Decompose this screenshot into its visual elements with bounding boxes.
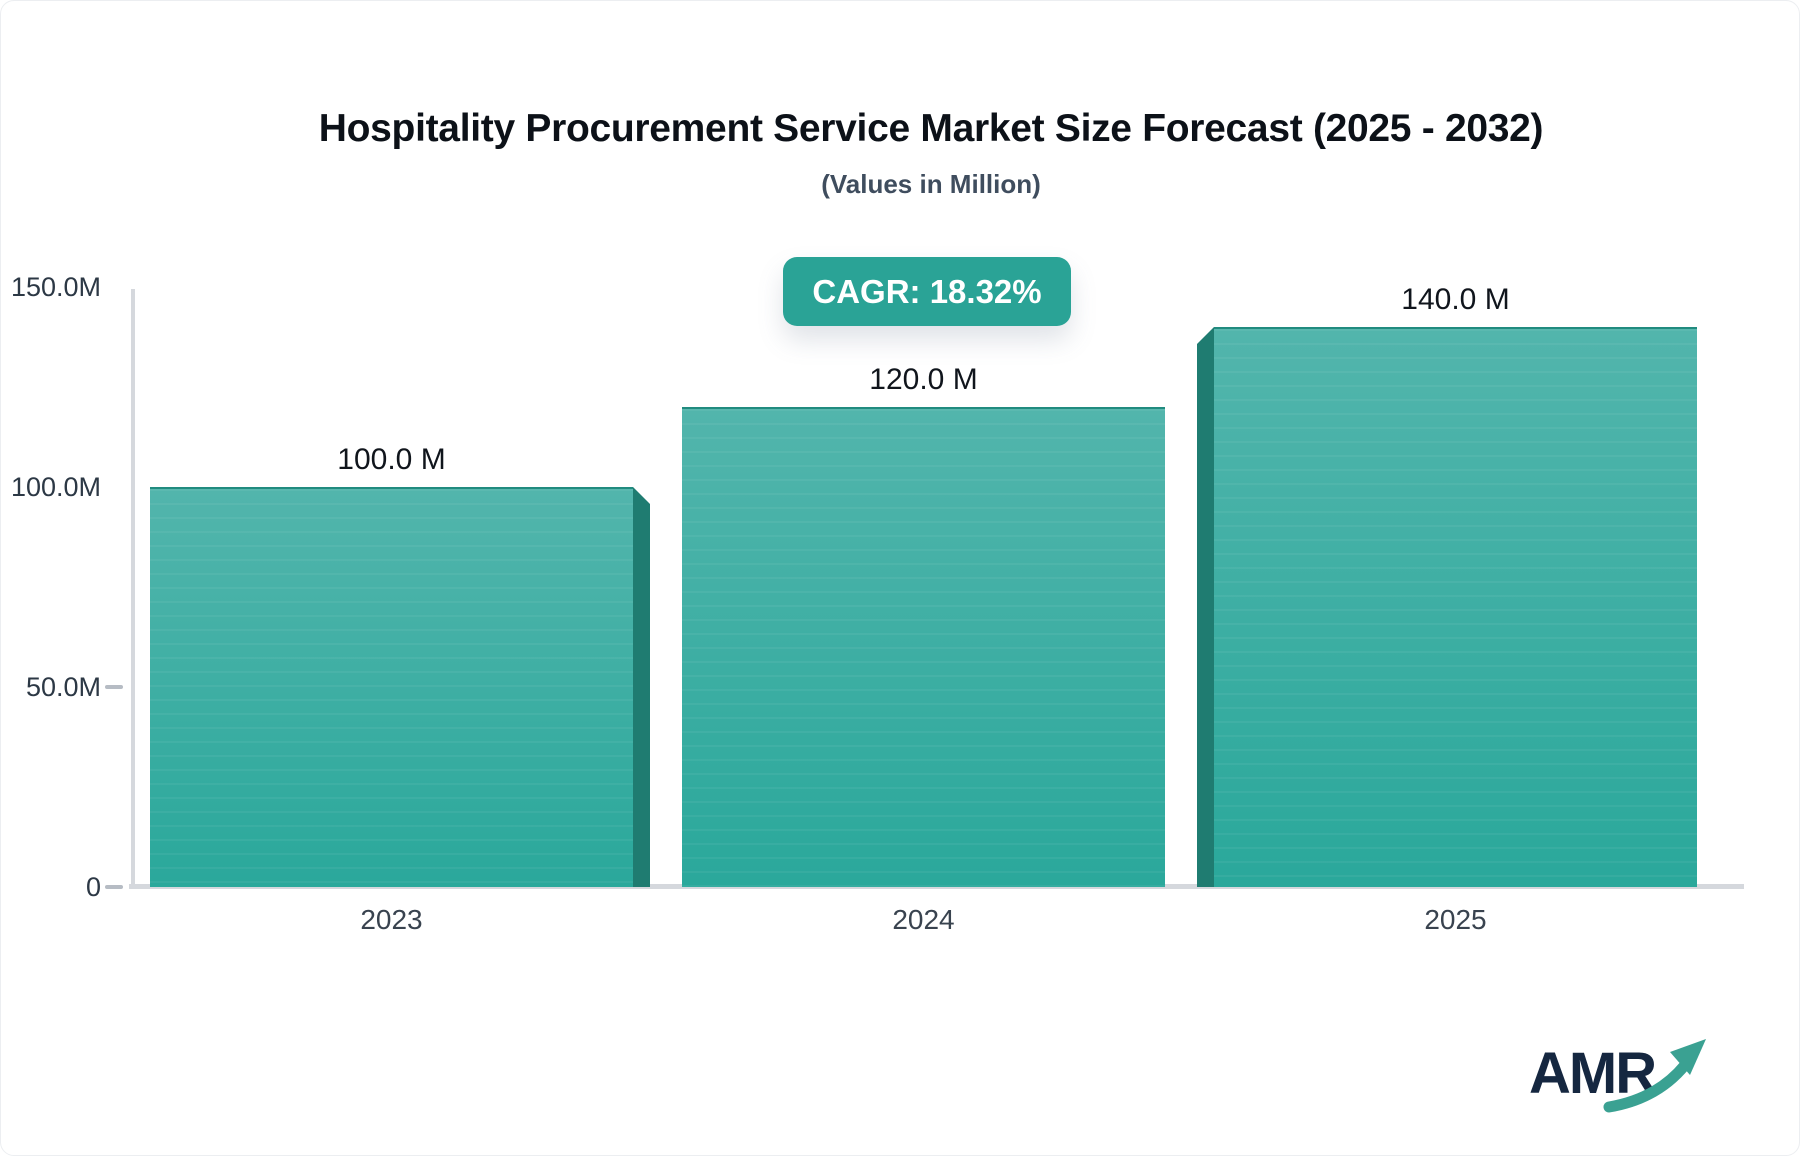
x-axis-label-2024: 2024 [892,904,955,935]
y-axis-tick-label-50.0M: 50.0M [25,672,101,702]
bar-value-label-2024: 120.0 M [869,363,978,396]
y-axis-tick-label-0: 0 [85,872,101,902]
bar-3d-side-2023 [633,487,650,887]
bar-3d-side-2025 [1197,327,1214,887]
y-axis-tick-label-100.0M: 100.0M [10,472,101,502]
chart-title: Hospitality Procurement Service Market S… [318,107,1544,150]
y-axis-line [131,289,135,889]
x-axis-label-2025: 2025 [1424,904,1487,935]
x-axis-label-2023: 2023 [360,904,423,935]
amr-logo-graphic: AMR [1529,1039,1706,1113]
bar-value-label-2025: 140.0 M [1401,283,1510,316]
bar-2024[interactable] [682,407,1165,887]
y-axis-tick-label-150.0M: 150.0M [10,272,101,302]
bar-value-label-2023: 100.0 M [337,443,446,476]
cagr-badge: CAGR: 18.32% [783,257,1071,326]
y-axis-tick-mark-50.0M [105,685,123,689]
chart-subtitle: (Values in Million) [821,169,1041,199]
bar-2025[interactable] [1214,327,1697,887]
amr-logo: AMR [1521,1019,1731,1115]
bar-2023[interactable] [150,487,633,887]
trending-up-arrow-icon [1603,1039,1706,1113]
y-axis-tick-mark-0 [105,885,123,889]
